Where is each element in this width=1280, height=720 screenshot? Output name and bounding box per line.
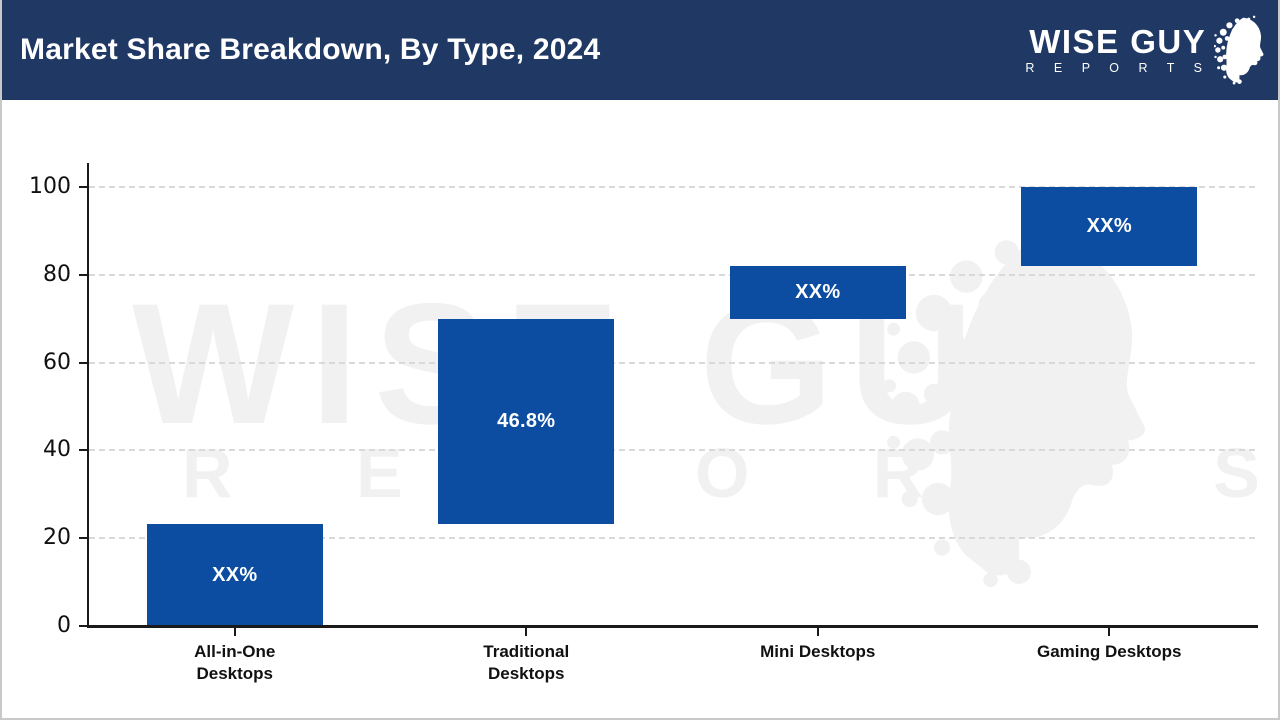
category-label-line: Traditional [483,642,570,661]
y-tick-label: 80 [43,261,71,287]
gridline-80 [89,273,1255,276]
category-label-line: Desktops [196,664,274,684]
x-axis-line [87,625,1258,628]
header-bar: Market Share Breakdown, By Type, 2024 WI… [0,0,1280,100]
y-tick-label: 40 [43,437,71,463]
bar-value-label: 46.8% [497,409,556,432]
y-tick-mark [79,361,88,364]
y-tick-mark [79,625,88,627]
y-tick-mark [79,186,88,188]
wiseguy-logo: WISE GUY R E P O R T S [1025,8,1268,92]
y-tick-label: 100 [29,174,71,199]
x-tick-mark [816,628,819,636]
gridline-60 [89,361,1255,364]
logo-wordmark: WISE GUY [1029,23,1207,61]
category-label: Gaming Desktops [994,641,1224,663]
category-label-line: All-in-One [194,642,276,661]
x-tick-mark [233,628,236,636]
dotted-head-icon [1214,15,1264,85]
y-tick-label: 60 [43,349,71,375]
bar-4: XX% [1021,187,1198,267]
category-label-line: Gaming Desktops [1036,642,1182,661]
y-axis-line [87,163,89,628]
bar-value-label: XX% [212,563,258,586]
category-label-line: Desktops [487,664,565,684]
category-label: Traditional Desktops [411,641,641,686]
x-tick-mark [1108,628,1111,636]
bar-value-label: XX% [1086,215,1132,237]
bar-value-label: XX% [795,280,841,303]
y-tick-label: 20 [43,525,71,551]
y-tick-mark [79,273,88,276]
logo-reports-line: R E P O R T S [1025,61,1210,76]
gridline-100 [89,186,1255,188]
logo-wordmark-block: WISE GUY R E P O R T S [1025,25,1210,75]
y-tick-mark [79,537,88,540]
page-title: Market Share Breakdown, By Type, 2024 [20,33,601,66]
y-tick-mark [79,449,88,452]
category-label: Mini Desktops [703,641,933,663]
category-label: All-in-One Desktops [120,641,350,686]
gridline-20 [89,537,1255,540]
bar-3: XX% [729,266,906,319]
x-tick-mark [525,628,528,636]
bar-1: XX% [146,524,323,626]
category-label-line: Mini Desktops [760,642,876,661]
watermark-head-icon [883,225,1146,588]
gridline-40 [89,449,1255,452]
bar-2: 46.8% [438,318,615,525]
y-tick-label: 0 [57,613,71,638]
